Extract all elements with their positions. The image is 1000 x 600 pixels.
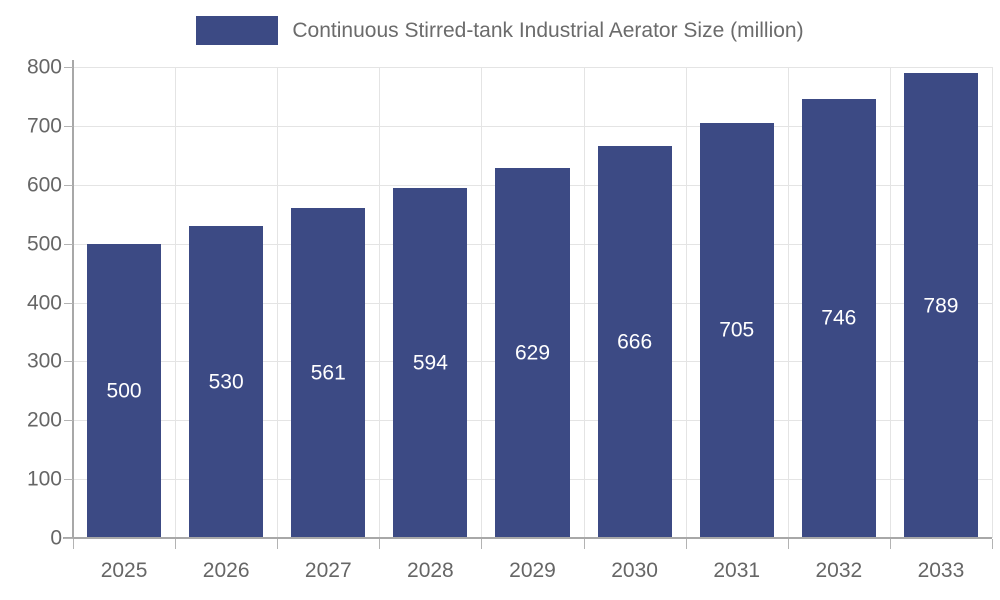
x-axis-tick-mark bbox=[788, 539, 789, 549]
x-axis-tick-label: 2026 bbox=[202, 559, 250, 582]
x-axis-line bbox=[63, 537, 992, 539]
gridline-vertical bbox=[481, 67, 482, 538]
gridline-vertical bbox=[890, 67, 891, 538]
chart-legend: Continuous Stirred-tank Industrial Aerat… bbox=[0, 10, 1000, 50]
y-axis-tick-mark bbox=[64, 538, 73, 539]
gridline-vertical bbox=[379, 67, 380, 538]
bar[interactable] bbox=[903, 73, 978, 538]
x-axis-tick-label: 2031 bbox=[713, 559, 761, 582]
y-axis-tick-label: 600 bbox=[26, 173, 62, 197]
gridline-horizontal bbox=[73, 67, 992, 68]
bar[interactable] bbox=[393, 188, 468, 538]
y-axis-tick-label: 800 bbox=[26, 55, 62, 79]
y-axis-tick-mark bbox=[64, 125, 73, 127]
y-axis-tick-label: 0 bbox=[50, 526, 62, 550]
bar[interactable] bbox=[597, 145, 672, 538]
gridline-vertical bbox=[584, 67, 585, 538]
y-axis-tick-label: 700 bbox=[26, 114, 62, 138]
x-axis-tick-mark bbox=[379, 539, 380, 549]
x-axis-tick-mark bbox=[175, 539, 176, 549]
y-axis-tick-mark bbox=[64, 361, 73, 363]
x-axis-tick-mark bbox=[277, 539, 278, 549]
x-axis-tick-mark bbox=[890, 539, 891, 549]
y-axis-tick-mark bbox=[64, 479, 73, 481]
x-axis-tick-label: 2025 bbox=[100, 559, 148, 582]
y-axis-tick-mark bbox=[64, 67, 73, 68]
y-axis-tick-mark bbox=[64, 243, 73, 245]
y-axis-tick-label: 100 bbox=[26, 467, 62, 491]
x-axis-tick-mark bbox=[584, 539, 585, 549]
gridline-vertical bbox=[175, 67, 176, 538]
x-axis-tick-label: 2028 bbox=[407, 559, 454, 582]
x-axis-tick-mark bbox=[992, 539, 993, 549]
bar[interactable] bbox=[699, 122, 774, 538]
x-axis-tick-mark bbox=[686, 539, 687, 549]
y-axis-line bbox=[72, 60, 74, 539]
x-axis-tick-mark bbox=[481, 539, 482, 549]
gridline-horizontal bbox=[73, 125, 992, 127]
legend-label: Continuous Stirred-tank Industrial Aerat… bbox=[292, 18, 804, 42]
legend-color-swatch bbox=[196, 15, 279, 45]
x-axis-tick-label: 2027 bbox=[304, 559, 352, 582]
bar[interactable] bbox=[495, 167, 570, 538]
y-axis-tick-label: 300 bbox=[26, 349, 62, 373]
x-axis-tick-mark bbox=[73, 539, 74, 549]
gridline-vertical bbox=[277, 67, 278, 538]
y-axis-tick-mark bbox=[64, 184, 73, 186]
y-axis-tick-label: 500 bbox=[26, 232, 62, 256]
y-axis-tick-label: 400 bbox=[26, 291, 62, 314]
gridline-vertical bbox=[686, 67, 687, 538]
x-axis-tick-label: 2033 bbox=[917, 559, 965, 582]
plot-area: 500 530 561 594 629 666 705 746 789 bbox=[73, 67, 993, 539]
x-axis-tick-label: 2030 bbox=[611, 559, 658, 582]
bar[interactable] bbox=[189, 225, 264, 538]
gridline-vertical bbox=[992, 67, 993, 538]
bar[interactable] bbox=[801, 98, 876, 538]
x-axis-tick-label: 2032 bbox=[815, 559, 863, 582]
bar[interactable] bbox=[291, 207, 366, 538]
x-axis-tick-label: 2029 bbox=[509, 559, 556, 582]
gridline-vertical bbox=[788, 67, 789, 538]
y-axis-tick-label: 200 bbox=[26, 408, 62, 432]
y-axis-tick-mark bbox=[64, 302, 73, 304]
bar[interactable] bbox=[87, 243, 162, 538]
y-axis-tick-mark bbox=[64, 420, 73, 422]
